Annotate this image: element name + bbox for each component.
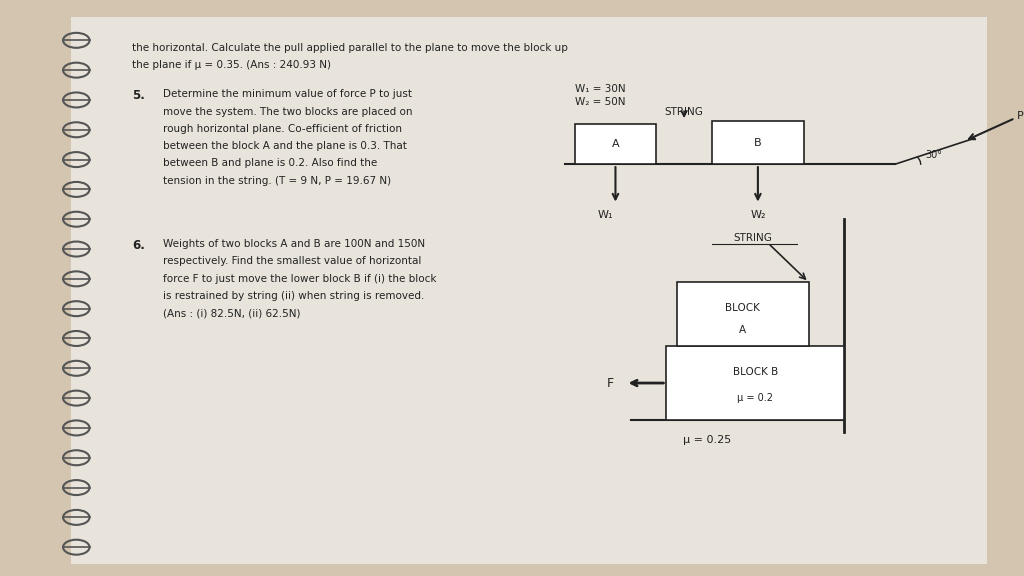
Text: between B and plane is 0.2. Also find the: between B and plane is 0.2. Also find th… (163, 158, 377, 168)
Text: respectively. Find the smallest value of horizontal: respectively. Find the smallest value of… (163, 256, 421, 266)
Text: (Ans : (i) 82.5N, (ii) 62.5N): (Ans : (i) 82.5N, (ii) 62.5N) (163, 308, 300, 318)
Text: the horizontal. Calculate the pull applied parallel to the plane to move the blo: the horizontal. Calculate the pull appli… (132, 43, 568, 53)
Text: 30°: 30° (926, 150, 943, 160)
Text: Weights of two blocks A and B are 100N and 150N: Weights of two blocks A and B are 100N a… (163, 239, 425, 249)
Text: tension in the string. (T = 9 N, P = 19.67 N): tension in the string. (T = 9 N, P = 19.… (163, 176, 391, 185)
Text: A: A (611, 139, 620, 149)
Text: W₂: W₂ (751, 210, 766, 220)
Text: F: F (607, 377, 614, 389)
Text: B: B (754, 138, 762, 147)
Bar (667, 346, 845, 420)
Text: BLOCK B: BLOCK B (733, 367, 778, 377)
Text: 6.: 6. (132, 239, 145, 252)
Text: STRING: STRING (665, 107, 703, 116)
Text: BLOCK: BLOCK (725, 302, 760, 313)
Text: STRING: STRING (733, 233, 772, 243)
Text: 5.: 5. (132, 89, 145, 103)
Bar (712, 121, 804, 164)
Text: between the block A and the plane is 0.3. That: between the block A and the plane is 0.3… (163, 141, 407, 151)
Text: is restrained by string (ii) when string is removed.: is restrained by string (ii) when string… (163, 291, 424, 301)
Bar (677, 282, 809, 346)
Text: W₁ = 30N: W₁ = 30N (574, 84, 626, 93)
Text: Determine the minimum value of force P to just: Determine the minimum value of force P t… (163, 89, 412, 99)
Text: the plane if μ = 0.35. (Ans : 240.93 N): the plane if μ = 0.35. (Ans : 240.93 N) (132, 60, 331, 70)
Text: μ = 0.25: μ = 0.25 (683, 435, 731, 445)
Text: P: P (1017, 111, 1024, 122)
Text: rough horizontal plane. Co-efficient of friction: rough horizontal plane. Co-efficient of … (163, 124, 401, 134)
Text: W₂ = 50N: W₂ = 50N (574, 97, 626, 107)
FancyBboxPatch shape (72, 17, 987, 564)
Text: move the system. The two blocks are placed on: move the system. The two blocks are plac… (163, 107, 413, 116)
Bar (574, 124, 656, 164)
Text: μ = 0.2: μ = 0.2 (737, 393, 773, 403)
Text: force F to just move the lower block B if (i) the block: force F to just move the lower block B i… (163, 274, 436, 283)
Text: W₁: W₁ (598, 210, 613, 220)
Text: A: A (739, 325, 746, 335)
